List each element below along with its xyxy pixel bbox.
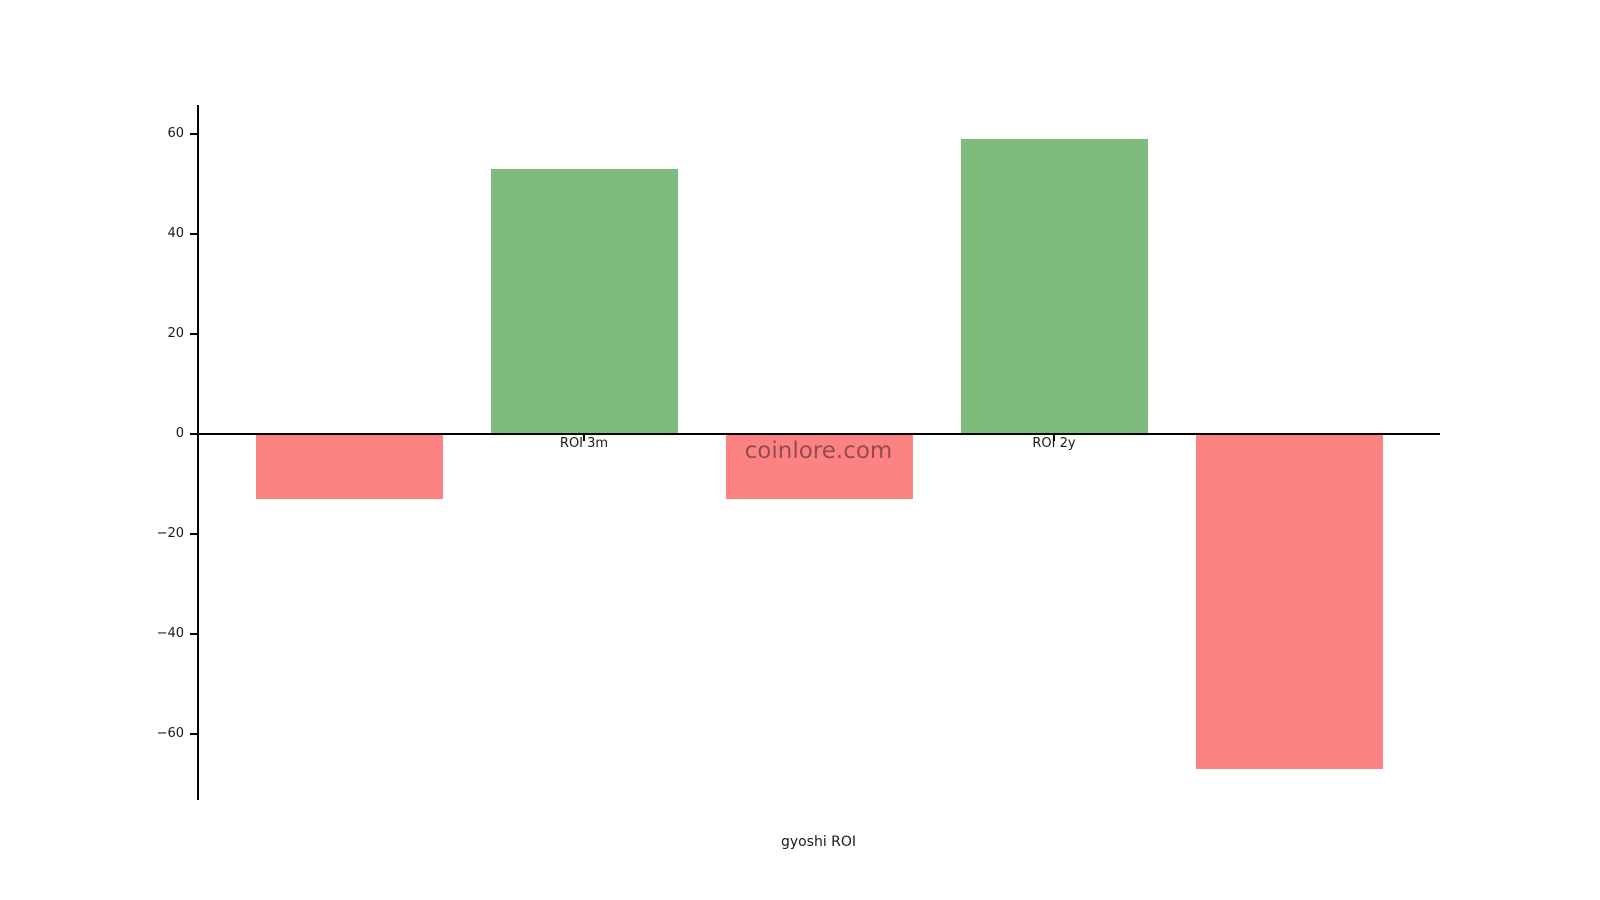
- x-tick-mark: [583, 433, 585, 441]
- bar: [255, 434, 443, 499]
- bar: [490, 169, 678, 434]
- y-tick-label: −40: [156, 626, 184, 641]
- x-axis-title: gyoshi ROI: [780, 834, 857, 850]
- y-tick-mark: [190, 233, 197, 235]
- y-tick-label: −20: [156, 526, 184, 541]
- y-axis-spine: [197, 105, 199, 800]
- y-tick-mark: [190, 133, 197, 135]
- x-tick-mark: [1053, 433, 1055, 441]
- y-tick-mark: [190, 733, 197, 735]
- bar: [960, 139, 1148, 434]
- y-tick-label: 40: [167, 226, 184, 241]
- y-tick-mark: [190, 533, 197, 535]
- y-tick-mark: [190, 333, 197, 335]
- y-tick-label: 0: [175, 426, 184, 441]
- x-tick-label: ROI 2y: [1032, 436, 1076, 451]
- watermark-text: coinlore.com: [744, 438, 893, 464]
- bar: [1195, 434, 1383, 769]
- y-tick-label: 60: [167, 126, 184, 141]
- y-tick-label: −60: [156, 726, 184, 741]
- x-axis-line: [197, 433, 1440, 435]
- y-tick-label: 20: [167, 326, 184, 341]
- y-tick-mark: [190, 633, 197, 635]
- y-tick-mark: [190, 433, 197, 435]
- bar: [725, 434, 913, 499]
- x-tick-label: ROI 3m: [559, 436, 609, 451]
